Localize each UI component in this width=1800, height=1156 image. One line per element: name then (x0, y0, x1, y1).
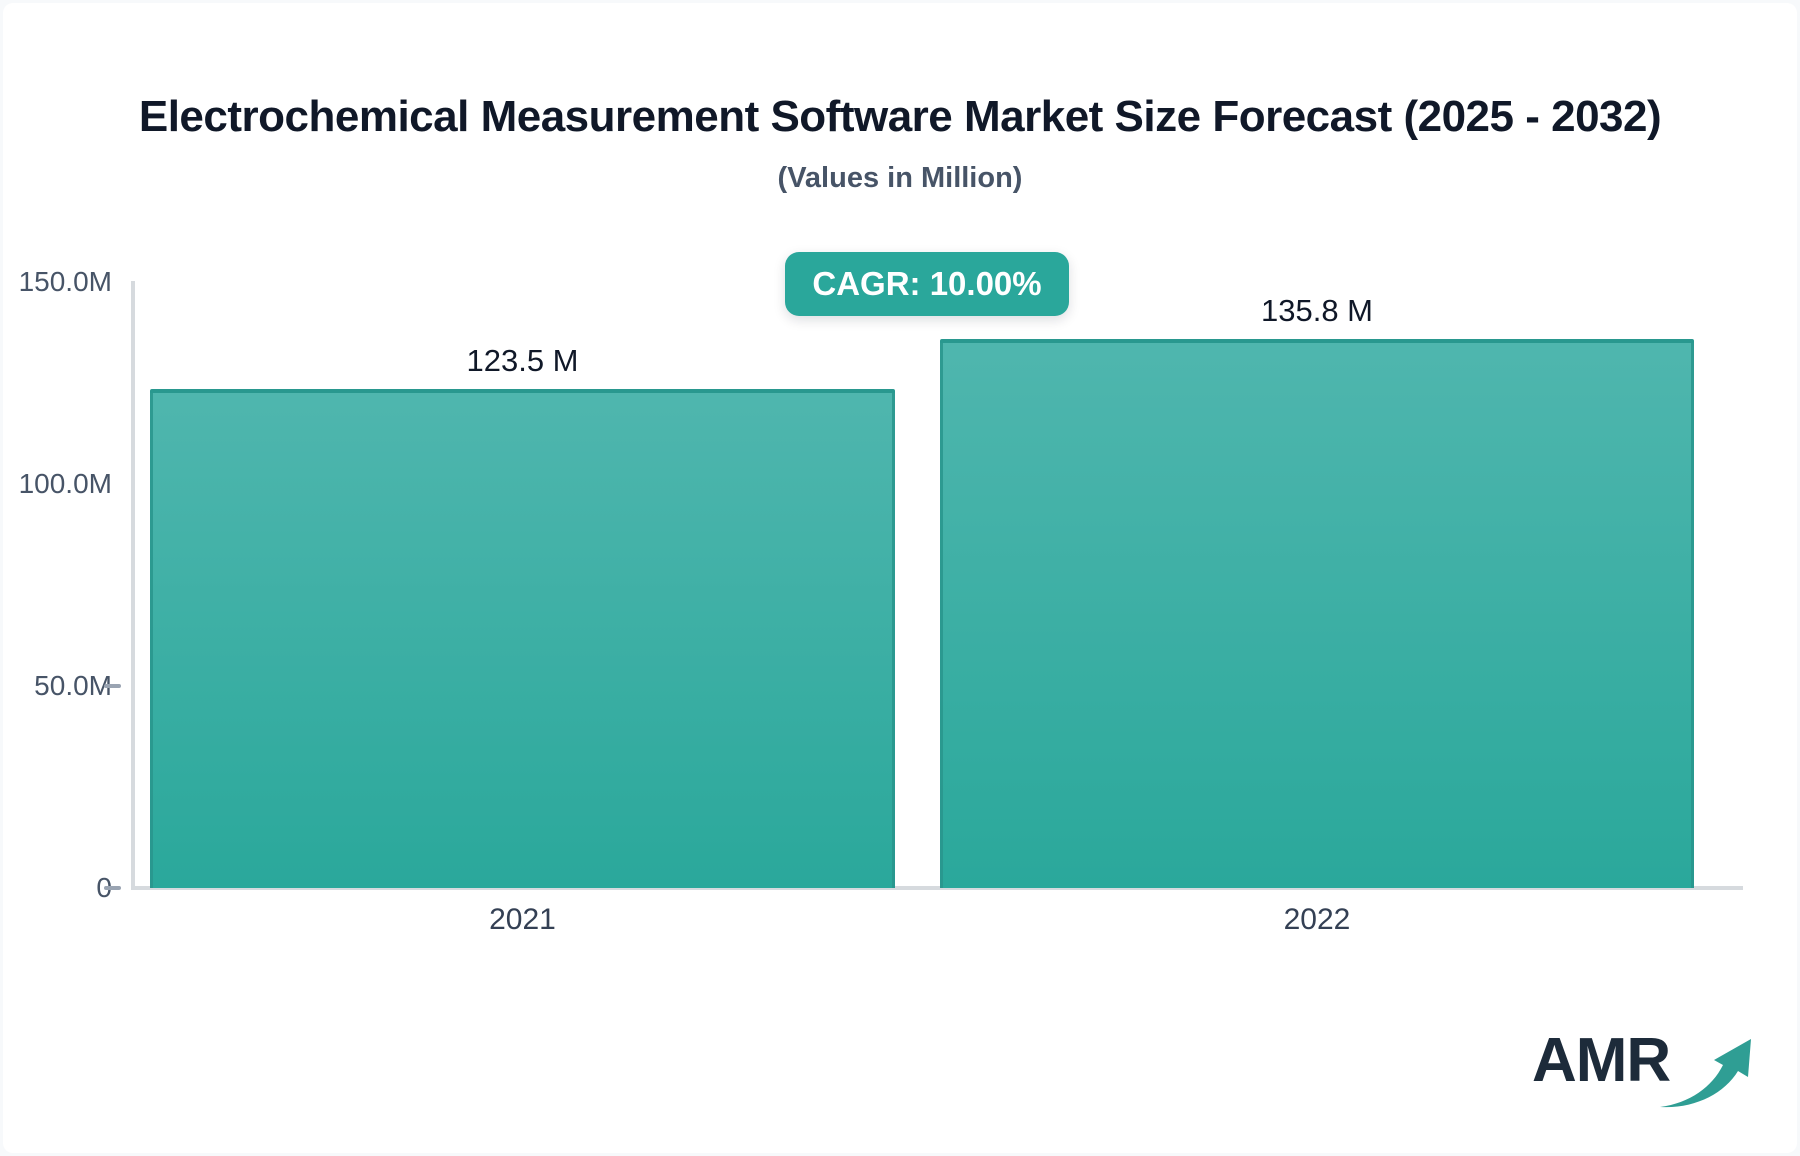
bar-value-label: 123.5 M (466, 343, 579, 379)
amr-logo-text: AMR (1532, 1026, 1671, 1095)
bar-2022 (940, 339, 1694, 888)
x-axis-label: 2022 (1283, 903, 1351, 936)
y-axis-label: 150.0M (18, 266, 112, 297)
chart-title: Electrochemical Measurement Software Mar… (138, 92, 1662, 141)
y-axis-label: 50.0M (34, 670, 112, 701)
x-axis-label: 2021 (489, 903, 556, 936)
y-axis-label: 0 (0, 872, 112, 904)
amr-logo: AMR (1532, 1030, 1760, 1110)
chart-subtitle: (Values in Million) (777, 162, 1023, 194)
x-axis-line (131, 886, 1743, 890)
bar-2021 (150, 389, 895, 888)
bar-value-label: 135.8 M (1260, 293, 1373, 329)
y-axis-tick (104, 886, 121, 890)
y-axis-tick (104, 684, 121, 688)
y-axis-line (131, 281, 135, 890)
cagr-badge: CAGR: 10.00% (785, 252, 1069, 316)
growth-arrow-icon (1660, 1039, 1752, 1108)
y-axis-label: 100.0M (18, 468, 112, 499)
